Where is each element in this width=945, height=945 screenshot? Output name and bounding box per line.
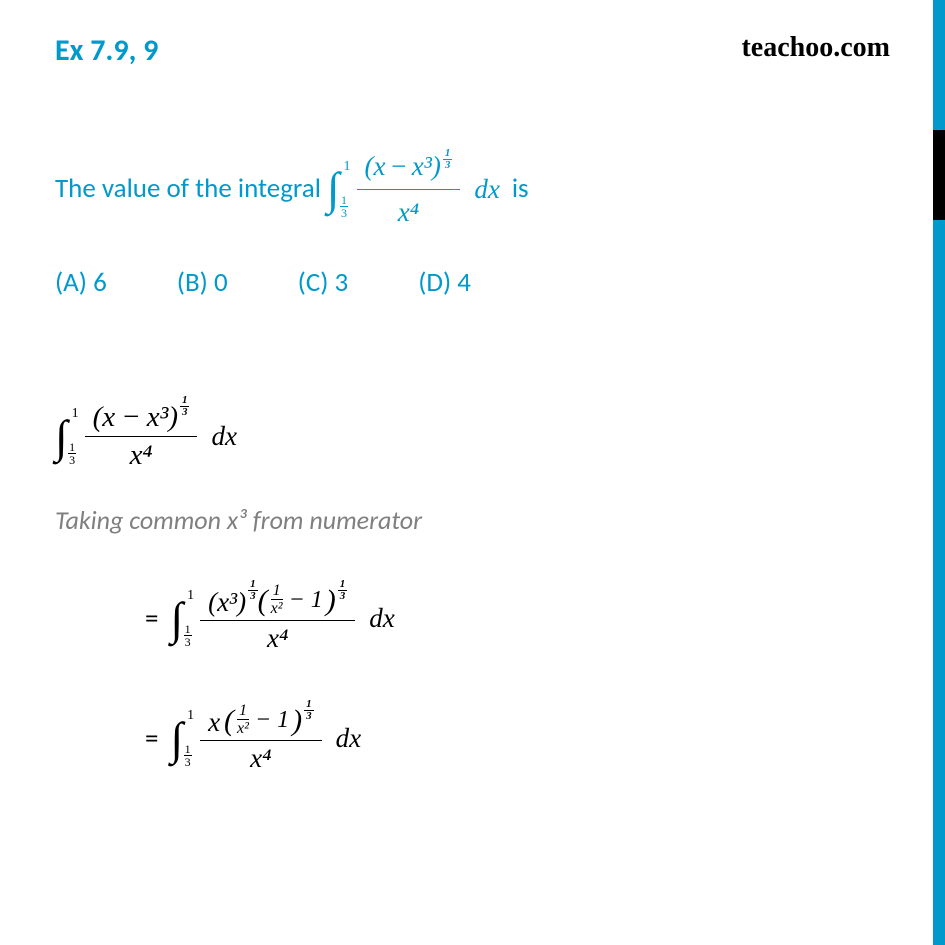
equals-sign: = [145, 722, 158, 755]
inner-fraction: 1 x² [269, 583, 285, 618]
lower-limit: 1 3 [181, 623, 194, 648]
integral-symbol-group: ∫ 1 1 3 [327, 160, 351, 219]
integral-symbol-group: ∫ 1 1 3 [170, 709, 194, 768]
dx: dx [336, 723, 361, 754]
step-comment: Taking common x³ from numerator [55, 474, 890, 536]
paren-group: ( x − x³ ) [93, 401, 178, 434]
option-c: (C) 3 [298, 266, 349, 299]
integrand-fraction: x ( 1 x² − 1 ) 1 3 x⁴ [200, 701, 322, 776]
denominator: x⁴ [242, 741, 279, 776]
step-restated-integral: ∫ 1 1 3 ( x − x³ ) 1 3 [55, 399, 237, 474]
dx: dx [211, 421, 236, 452]
integrand-fraction: ( x³ ) 1 3 ( 1 x² − 1 [200, 581, 355, 656]
step-2: = ∫ 1 1 3 ( x³ ) [55, 536, 890, 656]
question-text: The value of the integral ∫ 1 1 3 ( x [55, 144, 890, 234]
exponent-one-third: 1 3 [338, 579, 348, 602]
lower-limit: 1 3 [181, 743, 194, 768]
step-3: = ∫ 1 1 3 x ( 1 [55, 656, 890, 776]
exercise-title: Ex 7.9, 9 [55, 32, 158, 69]
solution-block: ∫ 1 1 3 ( x − x³ ) 1 3 [0, 299, 945, 776]
exponent-one-third: 1 3 [443, 148, 453, 171]
exponent-one-third: 1 3 [180, 395, 190, 418]
integral-symbol-group: ∫ 1 1 3 [170, 589, 194, 648]
lower-limit: 1 3 [66, 441, 79, 466]
exponent-one-third: 1 3 [304, 699, 314, 722]
question-block: The value of the integral ∫ 1 1 3 ( x [0, 69, 945, 234]
denominator: x⁴ [259, 621, 296, 656]
question-prefix: The value of the integral [55, 169, 321, 210]
dx: dx [474, 169, 499, 210]
numerator: x ( 1 x² − 1 ) 1 3 [200, 701, 322, 741]
integrand-fraction: ( x − x³ ) 1 3 x⁴ [85, 399, 198, 474]
upper-limit: 1 [187, 589, 194, 603]
option-d: (D) 4 [418, 266, 471, 299]
dx: dx [369, 603, 394, 634]
numerator: ( x³ ) 1 3 ( 1 x² − 1 [200, 581, 355, 621]
step-3-integral: ∫ 1 1 3 x ( 1 x² [170, 701, 361, 776]
exponent-one-third: 1 3 [248, 579, 258, 602]
paren-group: ( x − x³ ) [365, 146, 441, 187]
integral-symbol-group: ∫ 1 1 3 [55, 407, 79, 466]
integral-limits: 1 1 3 [181, 709, 194, 768]
question-suffix: is [512, 169, 529, 210]
factor-x3: ( x³ ) [208, 587, 246, 618]
right-accent-bar-dark-segment [933, 130, 945, 220]
options-row: (A) 6 (B) 0 (C) 3 (D) 4 [0, 234, 945, 299]
step-2-integral: ∫ 1 1 3 ( x³ ) 1 [170, 581, 394, 656]
inner-fraction: 1 x² [235, 703, 251, 738]
equals-sign: = [145, 602, 158, 635]
denominator: x⁴ [390, 190, 427, 235]
denominator: x⁴ [122, 437, 161, 474]
factor-paren: ( 1 x² − 1 ) [224, 703, 302, 738]
integral-limits: 1 1 3 [338, 160, 351, 219]
integral-limits: 1 1 3 [181, 589, 194, 648]
numerator: ( x − x³ ) 1 3 [85, 399, 198, 437]
integrand-fraction: ( x − x³ ) 1 3 x⁴ [357, 144, 461, 234]
upper-limit: 1 [344, 160, 351, 174]
integral-limits: 1 1 3 [66, 407, 79, 466]
question-integral: ∫ 1 1 3 ( x − x³ ) [327, 144, 500, 234]
site-brand: teachoo.com [741, 32, 890, 64]
factor-paren: ( 1 x² − 1 ) [258, 583, 336, 618]
factor-x: x [208, 707, 220, 738]
header: Ex 7.9, 9 teachoo.com [0, 0, 945, 69]
numerator: ( x − x³ ) 1 3 [357, 144, 461, 190]
option-b: (B) 0 [177, 266, 228, 299]
upper-limit: 1 [72, 407, 79, 421]
upper-limit: 1 [187, 709, 194, 723]
option-a: (A) 6 [55, 266, 107, 299]
lower-limit: 1 3 [338, 194, 351, 219]
